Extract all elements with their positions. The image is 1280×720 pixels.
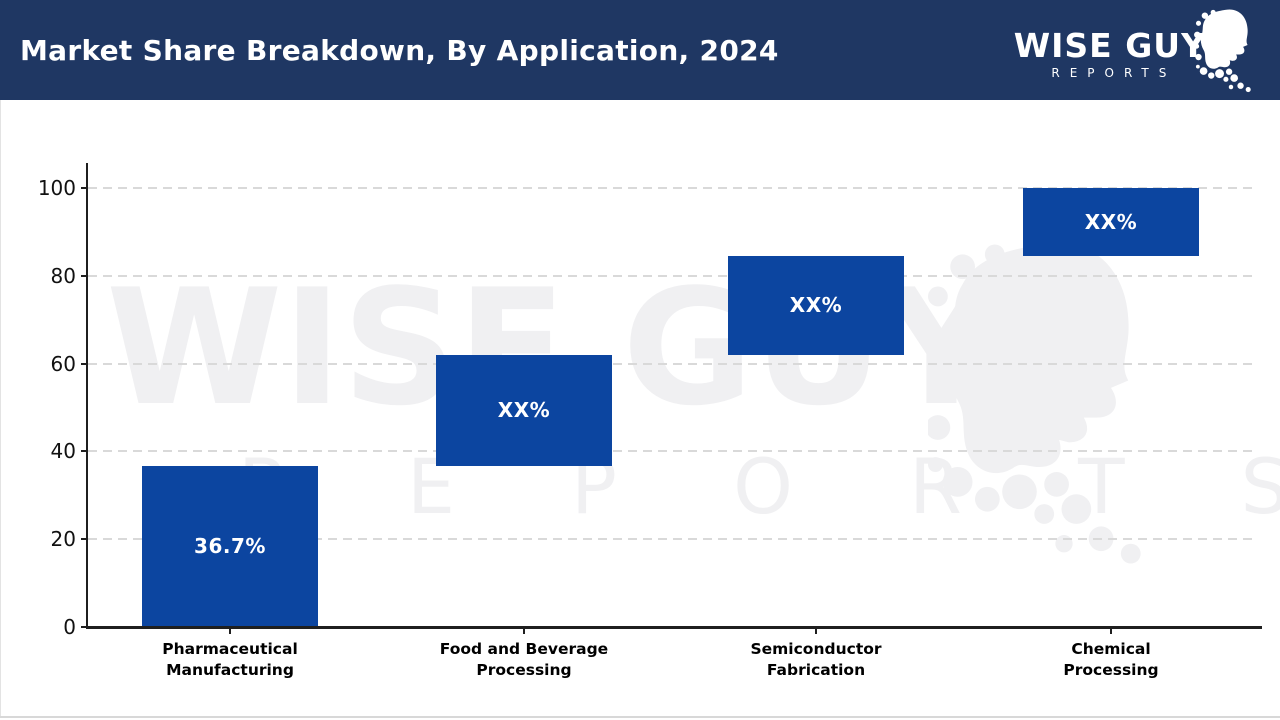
y-tick-0: [81, 626, 88, 628]
y-tick-60: [81, 362, 88, 365]
gridline-80: [88, 274, 1258, 277]
bar-value-label: 36.7%: [194, 534, 266, 559]
logo-text: WISE GUY REPORTS: [1013, 25, 1206, 80]
y-tick-40: [81, 450, 88, 453]
y-tick-label-0: 0: [63, 615, 76, 639]
y-tick-80: [81, 274, 88, 277]
logo-name-text: WISE GUY: [1013, 25, 1206, 65]
x-tick-4: [1110, 627, 1112, 634]
y-axis-line: [86, 163, 88, 628]
bar-value-label: XX%: [789, 293, 843, 318]
page-title: Market Share Breakdown, By Application, …: [20, 33, 779, 67]
bar-3: XX%: [728, 256, 904, 355]
y-tick-label-80: 80: [50, 263, 76, 288]
y-tick-20: [81, 538, 88, 541]
x-tick-1: [229, 627, 231, 634]
bar-value-label: XX%: [497, 398, 551, 423]
category-label-2: Food and Beverage Processing: [439, 640, 609, 679]
gridline-100: [88, 187, 1258, 189]
gridline-40: [88, 450, 1258, 453]
bottom-edge-rule: [0, 716, 1280, 718]
x-tick-2: [523, 627, 525, 634]
y-tick-label-60: 60: [50, 351, 76, 376]
bar-value-label: XX%: [1084, 210, 1138, 235]
bar-4: XX%: [1023, 188, 1199, 257]
logo-face-icon: [1194, 9, 1251, 93]
x-tick-3: [815, 627, 817, 634]
wise-guy-reports-logo: WISE GUY REPORTS: [1014, 8, 1270, 94]
category-label-3: Semiconductor Fabrication: [750, 640, 882, 679]
y-tick-label-20: 20: [50, 527, 76, 552]
y-tick-label-40: 40: [50, 439, 76, 464]
left-edge-rule: [0, 100, 1, 716]
bar-1: 36.7%: [142, 465, 318, 627]
gridline-60: [88, 362, 1258, 365]
logo-sub-text: REPORTS: [1051, 65, 1177, 80]
watermark-reports-text: R E P O R T S: [238, 442, 1280, 531]
category-label-1: Pharmaceutical Manufacturing: [162, 640, 298, 679]
header-bar: Market Share Breakdown, By Application, …: [0, 0, 1280, 100]
bar-2: XX%: [436, 354, 612, 466]
x-axis-line: [86, 626, 1262, 629]
y-tick-label-100: 100: [37, 176, 76, 200]
category-label-4: Chemical Processing: [1063, 640, 1159, 679]
y-tick-100: [81, 187, 88, 189]
gridline-20: [88, 538, 1258, 541]
watermark-face-icon: [928, 242, 1141, 564]
